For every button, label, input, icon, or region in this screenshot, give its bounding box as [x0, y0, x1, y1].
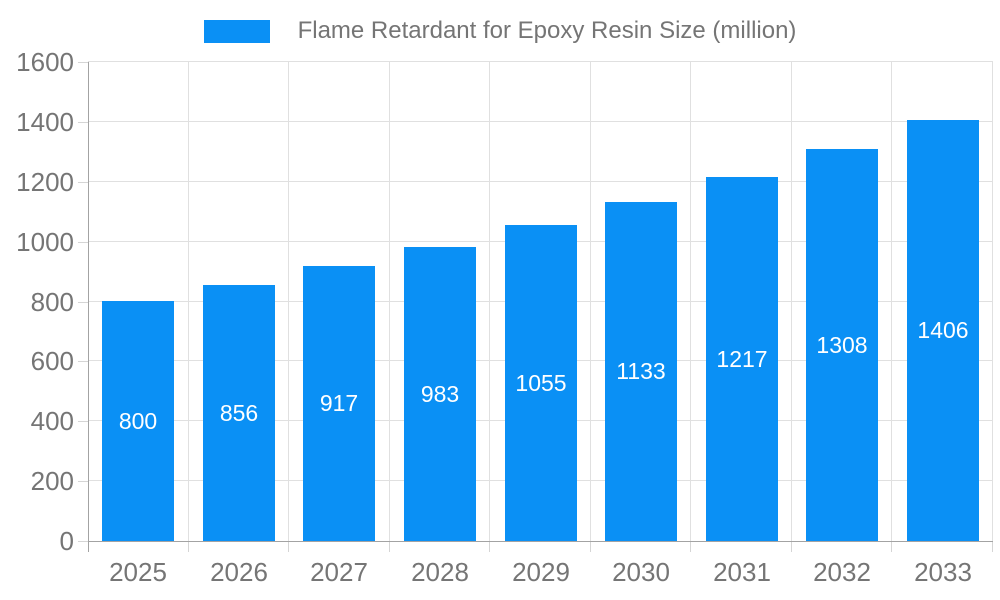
- bar-value-label: 1055: [515, 369, 567, 396]
- bar-2033[interactable]: 1406: [907, 120, 979, 541]
- bar-2031[interactable]: 1217: [706, 177, 778, 541]
- y-tick: [78, 122, 88, 123]
- x-gridline: [389, 62, 390, 541]
- bar-2029[interactable]: 1055: [505, 225, 577, 541]
- x-gridline: [992, 62, 993, 541]
- y-tick: [78, 421, 88, 422]
- y-axis-label: 1600: [16, 47, 74, 77]
- bar-2027[interactable]: 917: [303, 266, 375, 541]
- x-axis-label: 2027: [310, 557, 368, 587]
- y-axis-label: 400: [30, 406, 74, 437]
- bar-value-label: 983: [420, 380, 460, 407]
- x-gridline: [590, 62, 591, 541]
- x-tick: [891, 541, 892, 552]
- x-gridline: [891, 62, 892, 541]
- y-tick: [78, 62, 88, 63]
- bar-2026[interactable]: 856: [203, 285, 275, 541]
- y-gridline: [88, 180, 993, 182]
- x-axis-label: 2032: [813, 557, 871, 587]
- y-tick: [78, 481, 88, 482]
- y-axis-label: 0: [59, 526, 74, 556]
- x-axis-label: 2028: [411, 557, 469, 587]
- bar-value-label: 1217: [716, 345, 768, 372]
- y-axis-line: [88, 62, 89, 552]
- x-gridline: [690, 62, 691, 541]
- x-axis-label: 2031: [713, 557, 771, 587]
- y-axis-label: 200: [30, 466, 74, 497]
- bar-2030[interactable]: 1133: [605, 202, 677, 541]
- x-tick: [791, 541, 792, 552]
- y-gridline: [88, 61, 993, 62]
- x-axis-label: 2033: [914, 557, 972, 587]
- legend-swatch-icon: [203, 19, 270, 43]
- legend-item[interactable]: Flame Retardant for Epoxy Resin Size (mi…: [0, 17, 1000, 45]
- x-gridline: [791, 62, 792, 541]
- x-axis-label: 2026: [210, 557, 268, 587]
- x-axis-line: [88, 541, 993, 542]
- x-tick: [690, 541, 691, 552]
- x-gridline: [288, 62, 289, 541]
- y-tick: [78, 541, 88, 542]
- y-tick: [78, 182, 88, 183]
- bar-value-label: 917: [319, 390, 359, 416]
- x-gridline: [489, 62, 490, 541]
- bar-value-label: 1406: [917, 317, 969, 343]
- y-axis-label: 1200: [16, 166, 74, 197]
- y-gridline: [88, 120, 993, 122]
- y-axis-label: 1400: [16, 106, 74, 137]
- y-tick: [78, 361, 88, 362]
- x-tick: [389, 541, 390, 552]
- bar-2028[interactable]: 983: [404, 247, 476, 541]
- bar-2032[interactable]: 1308: [806, 149, 878, 541]
- legend-label: Flame Retardant for Epoxy Resin Size (mi…: [297, 17, 797, 44]
- x-tick: [992, 541, 993, 552]
- y-axis-label: 1000: [16, 226, 74, 257]
- x-gridline: [188, 62, 189, 541]
- y-axis-label: 600: [30, 346, 74, 377]
- x-tick: [590, 541, 591, 552]
- x-tick: [188, 541, 189, 552]
- x-axis-label: 2029: [512, 557, 570, 587]
- x-tick: [288, 541, 289, 552]
- bar-value-label: 1308: [816, 331, 868, 358]
- x-axis-label: 2030: [612, 557, 670, 587]
- y-tick: [78, 302, 88, 303]
- y-tick: [78, 242, 88, 243]
- bar-value-label: 856: [219, 399, 259, 426]
- x-tick: [489, 541, 490, 552]
- bar-value-label: 800: [118, 407, 158, 434]
- x-axis-label: 2025: [109, 557, 167, 587]
- y-axis-label: 800: [30, 286, 74, 317]
- bar-value-label: 1133: [616, 358, 666, 384]
- bar-2025[interactable]: 800: [102, 301, 174, 541]
